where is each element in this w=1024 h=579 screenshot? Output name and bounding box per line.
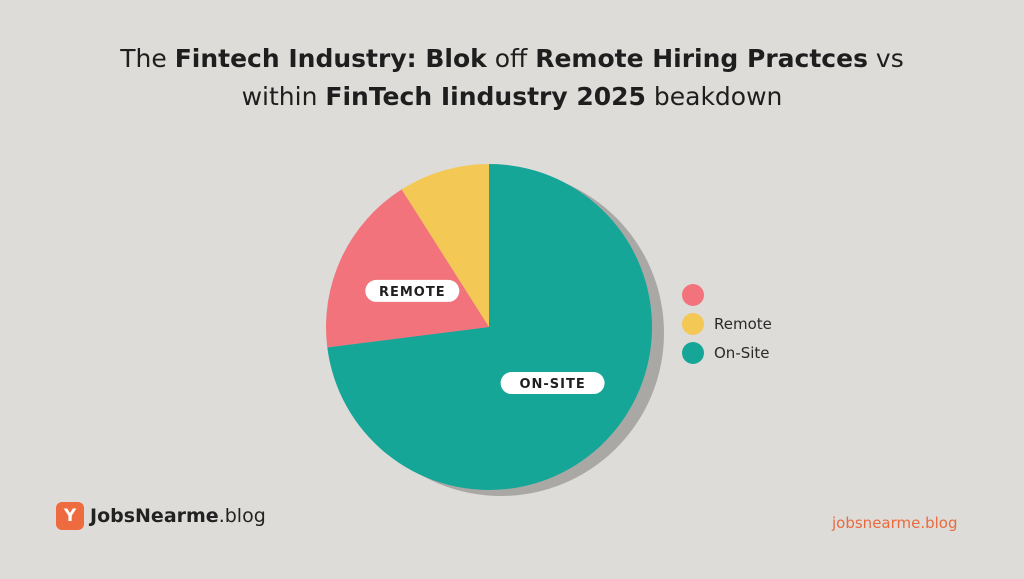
brand-logo-icon: Y <box>56 502 84 530</box>
pie-slice <box>327 164 652 490</box>
legend-item <box>682 280 772 309</box>
chart-title-segment: beakdown <box>645 82 783 111</box>
slice-label-text: ON-SITE <box>519 377 585 392</box>
legend-item: On-Site <box>682 338 772 367</box>
pie-slice <box>326 189 489 348</box>
watermark-url: jobsnearme.blog <box>832 514 958 532</box>
chart-title-segment: The <box>120 44 175 73</box>
legend-item: Remote <box>682 309 772 338</box>
legend-swatch <box>682 283 704 306</box>
pie-slice <box>401 164 489 327</box>
brand-name: JobsNearme <box>90 505 219 527</box>
slice-label-text: REMOTE <box>379 285 446 300</box>
chart-title-line-2: within FinTech Iindustry 2025 beakdown <box>0 78 1024 116</box>
chart-title-segment: Remote Hiring Practces <box>535 44 868 73</box>
chart-title-segment: vs <box>867 44 904 73</box>
legend-swatch <box>682 341 704 364</box>
chart-title: The Fintech Industry: Blok off Remote Hi… <box>0 40 1024 116</box>
slice-label: REMOTE <box>365 279 460 302</box>
slice-label: ON-SITE <box>500 372 605 395</box>
slice-label-background <box>365 279 460 302</box>
brand-logo-block: Y JobsNearme .blog <box>56 502 266 530</box>
chart-title-segment: Fintech Industry: Blok <box>174 44 487 73</box>
legend-label: On-Site <box>714 343 770 362</box>
brand-suffix: .blog <box>218 505 266 527</box>
chart-title-segment: off <box>486 44 536 73</box>
legend-swatch <box>682 312 704 335</box>
slice-label-background <box>500 372 605 395</box>
chart-title-segment: FinTech Iindustry 2025 <box>325 82 646 111</box>
legend-label: Remote <box>714 314 772 333</box>
chart-legend: Remote On-Site <box>682 280 772 367</box>
chart-title-line-1: The Fintech Industry: Blok off Remote Hi… <box>0 40 1024 78</box>
chart-title-segment: within <box>241 82 326 111</box>
